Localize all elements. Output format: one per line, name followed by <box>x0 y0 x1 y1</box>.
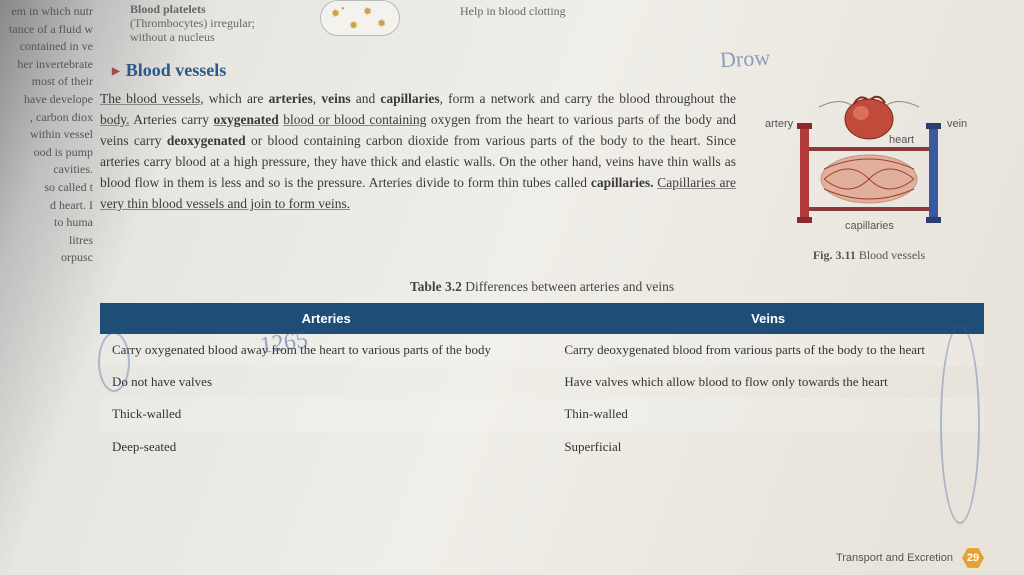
table-cell: Carry deoxygenated blood from various pa… <box>552 334 984 366</box>
section-heading: Blood vessels <box>112 60 984 81</box>
label-capillaries: capillaries <box>845 220 894 232</box>
platelets-title: Blood platelets <box>130 2 206 17</box>
cutoff-line: within vessel <box>2 127 93 143</box>
chapter-name: Transport and Excretion <box>836 552 953 564</box>
page-footer: Transport and Excretion 29 <box>836 547 984 569</box>
blood-vessel-diagram: artery ↓ vein ↑ heart capillaries <box>759 89 979 239</box>
cutoff-line: contained in ve <box>2 39 93 55</box>
cutoff-line: , carbon diox <box>2 110 93 126</box>
svg-text:↑: ↑ <box>933 130 939 142</box>
table-cell: Thick-walled <box>100 398 552 430</box>
cutoff-line: em in which nutr <box>2 4 93 20</box>
figure-blood-vessels: artery ↓ vein ↑ heart capillaries Fig. 3… <box>754 89 984 263</box>
nucleus-line: without a nucleus <box>130 30 215 45</box>
cutoff-line: cavities. <box>2 162 93 178</box>
table-row: Do not have valvesHave valves which allo… <box>100 366 984 398</box>
cutoff-line: d heart. I <box>2 198 93 214</box>
page-number-badge: 29 <box>962 547 984 569</box>
cutoff-line: her invertebrate <box>2 57 93 73</box>
platelets-help-text: Help in blood clotting <box>460 4 566 19</box>
main-content: Blood vessels The blood vessels, which a… <box>100 60 984 463</box>
table-row: Deep-seatedSuperficial <box>100 431 984 463</box>
table-cell: Deep-seated <box>100 431 552 463</box>
cutoff-line: orpusc <box>2 250 93 266</box>
table-cell: Do not have valves <box>100 366 552 398</box>
thrombocytes-line: (Thrombocytes) irregular; <box>130 16 255 31</box>
cutoff-line: ood is pump <box>2 145 93 161</box>
figure-caption: Fig. 3.11 Blood vessels <box>754 248 984 263</box>
cutoff-line: to huma <box>2 215 93 231</box>
arteries-veins-table: Arteries Veins Carry oxygenated blood aw… <box>100 303 984 463</box>
table-header-arteries: Arteries <box>100 303 552 334</box>
table-cell: Have valves which allow blood to flow on… <box>552 366 984 398</box>
cutoff-line: most of their <box>2 74 93 90</box>
prev-page-cutoff: em in which nutr tance of a fluid wcontai… <box>0 0 95 575</box>
table-row: Thick-walledThin-walled <box>100 398 984 430</box>
platelet-graphic: ✹✹ ✹✹ • <box>320 0 400 36</box>
cutoff-line: litres <box>2 233 93 249</box>
cutoff-line: tance of a fluid w <box>2 22 93 38</box>
label-artery: artery <box>765 118 794 130</box>
table-header-veins: Veins <box>552 303 984 334</box>
label-vein: vein <box>947 118 967 130</box>
table-cell: Thin-walled <box>552 398 984 430</box>
prev-section-strip: Blood platelets (Thrombocytes) irregular… <box>100 0 984 40</box>
svg-text:↓: ↓ <box>799 130 805 142</box>
label-heart: heart <box>889 134 914 146</box>
cutoff-line: so called t <box>2 180 93 196</box>
table-cell: Superficial <box>552 431 984 463</box>
cutoff-line: have develope <box>2 92 93 108</box>
pen-circle-right <box>940 324 980 524</box>
table-cell: Carry oxygenated blood away from the hea… <box>100 334 552 366</box>
table-row: Carry oxygenated blood away from the hea… <box>100 334 984 366</box>
table-title: Table 3.2 Differences between arteries a… <box>100 279 984 295</box>
body-paragraph: The blood vessels, which are arteries, v… <box>100 89 736 263</box>
pen-circle-left <box>98 332 130 392</box>
